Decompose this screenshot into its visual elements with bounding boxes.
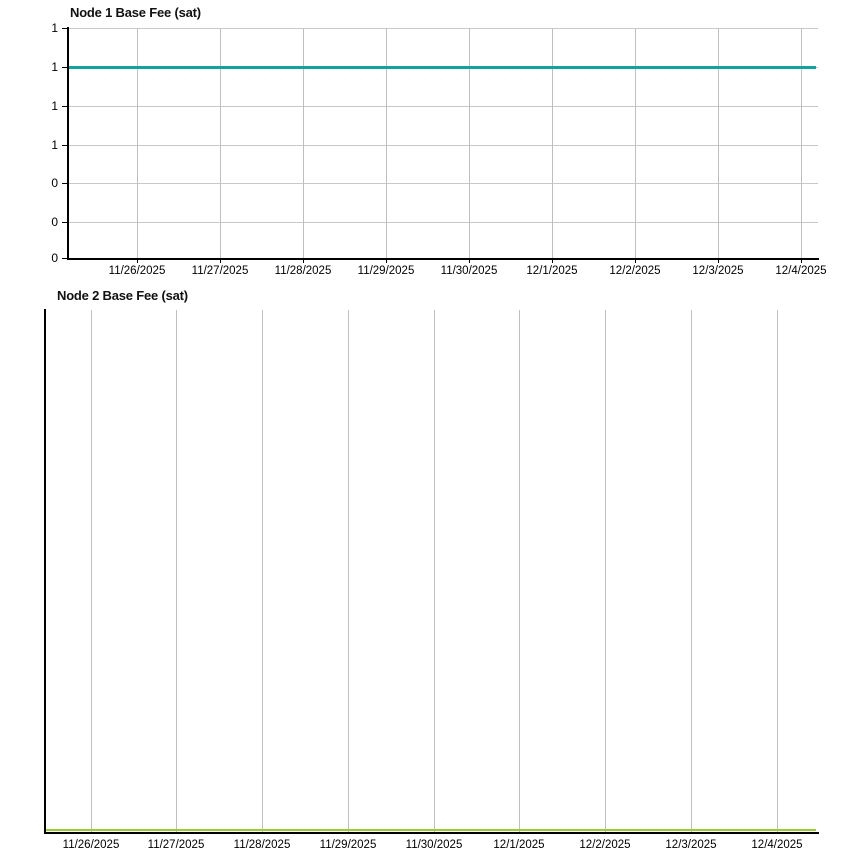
y-tick-mark	[62, 258, 68, 259]
x-tick-label: 11/29/2025	[319, 839, 377, 851]
x-tick-label: 11/26/2025	[108, 265, 166, 277]
gridline-horizontal	[68, 222, 818, 223]
gridline-horizontal	[68, 28, 818, 29]
x-tick-label: 12/3/2025	[665, 839, 717, 851]
gridline-vertical	[220, 28, 221, 258]
x-tick-label: 11/28/2025	[233, 839, 291, 851]
series-line-node2	[45, 829, 816, 831]
y-tick-mark	[62, 28, 68, 29]
x-tick-label: 12/2/2025	[609, 265, 661, 277]
x-axis-line	[67, 258, 819, 260]
chart-title-node2: Node 2 Base Fee (sat)	[57, 288, 188, 303]
y-tick-mark	[62, 183, 68, 184]
y-tick-mark	[62, 67, 68, 68]
y-axis-line	[44, 309, 46, 833]
x-tick-mark	[635, 258, 636, 263]
chart-title-node1: Node 1 Base Fee (sat)	[70, 5, 201, 20]
gridline-horizontal	[68, 145, 818, 146]
x-tick-label: 11/27/2025	[147, 839, 205, 851]
gridline-vertical	[635, 28, 636, 258]
x-tick-label: 12/1/2025	[493, 839, 545, 851]
y-tick-label: 1	[51, 99, 58, 113]
x-tick-label: 11/29/2025	[357, 265, 415, 277]
x-tick-mark	[220, 258, 221, 263]
x-tick-label: 11/26/2025	[62, 839, 120, 851]
x-tick-mark	[801, 258, 802, 263]
y-tick-mark	[62, 222, 68, 223]
gridline-vertical	[176, 310, 177, 832]
plot-background	[45, 310, 818, 832]
gridline-vertical	[552, 28, 553, 258]
x-tick-label: 11/30/2025	[440, 265, 498, 277]
gridline-vertical	[801, 28, 802, 258]
y-tick-label: 1	[51, 21, 58, 35]
gridline-vertical	[262, 310, 263, 832]
x-tick-label: 12/1/2025	[526, 265, 578, 277]
gridline-vertical	[434, 310, 435, 832]
x-tick-mark	[469, 258, 470, 263]
y-axis-line	[67, 27, 69, 259]
x-tick-mark	[386, 258, 387, 263]
y-tick-label: 0	[51, 176, 58, 190]
y-tick-label: 1	[51, 138, 58, 152]
x-tick-mark	[718, 258, 719, 263]
plot-background	[68, 28, 818, 258]
gridline-vertical	[605, 310, 606, 832]
x-tick-label: 11/27/2025	[191, 265, 249, 277]
gridline-vertical	[777, 310, 778, 832]
series-line-node1	[68, 66, 816, 69]
y-tick-mark	[62, 145, 68, 146]
gridline-vertical	[469, 28, 470, 258]
x-tick-mark	[303, 258, 304, 263]
chart-panel-node1: Node 1 Base Fee (sat) Node 1 Base Fee	[0, 0, 860, 285]
x-tick-label: 12/4/2025	[751, 839, 803, 851]
x-tick-label: 11/28/2025	[274, 265, 332, 277]
plot-area-node2: Node 2 Base Fee 11/26/2025 11/27/2025 11…	[44, 309, 819, 851]
gridline-vertical	[519, 310, 520, 832]
y-tick-label: 0	[51, 251, 58, 265]
x-tick-mark	[137, 258, 138, 263]
gridline-vertical	[386, 28, 387, 258]
chart-panel-node2: Node 2 Base Fee (sat) Node 2 Base Fee 11…	[0, 285, 860, 851]
x-tick-label: 12/4/2025	[775, 265, 827, 277]
plot-area-node1: Node 1 Base Fee 1 1 1 1 0 0 0 11/26/2025…	[51, 22, 826, 277]
gridline-vertical	[303, 28, 304, 258]
gridline-horizontal	[68, 183, 818, 184]
x-tick-mark	[552, 258, 553, 263]
y-tick-mark	[62, 106, 68, 107]
gridline-vertical	[348, 310, 349, 832]
y-tick-label: 0	[51, 215, 58, 229]
gridline-vertical	[718, 28, 719, 258]
x-tick-label: 12/3/2025	[692, 265, 744, 277]
gridline-horizontal	[68, 106, 818, 107]
x-tick-label: 12/2/2025	[579, 839, 631, 851]
y-tick-label: 1	[51, 60, 58, 74]
x-tick-label: 11/30/2025	[405, 839, 463, 851]
x-axis-line	[44, 832, 819, 834]
gridline-vertical	[91, 310, 92, 832]
gridline-vertical	[137, 28, 138, 258]
gridline-vertical	[691, 310, 692, 832]
